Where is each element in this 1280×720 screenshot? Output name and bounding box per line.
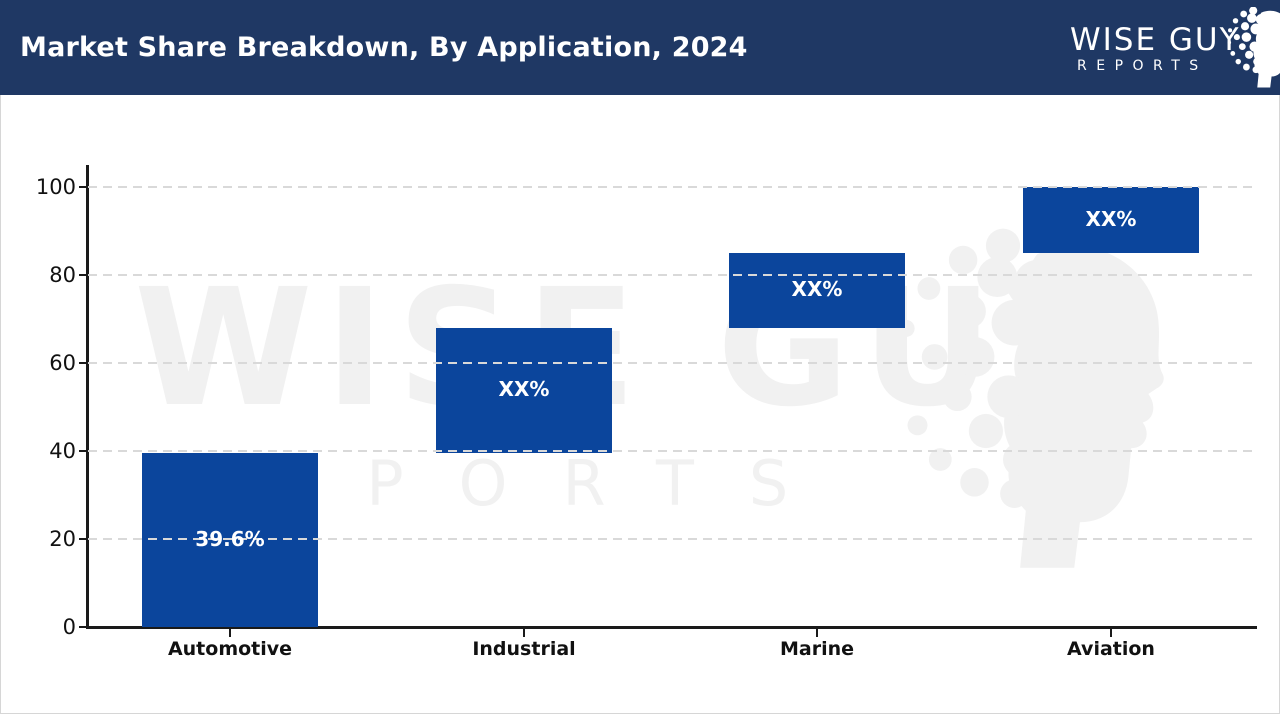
y-axis-tick xyxy=(79,186,88,188)
x-axis-category-label: Industrial xyxy=(472,638,576,660)
bar-marine xyxy=(729,253,905,328)
bar-value-label: 39.6% xyxy=(195,526,265,551)
brand-subtext: REPORTS xyxy=(1077,58,1208,74)
bar-value-label: XX% xyxy=(791,277,843,302)
y-axis-line xyxy=(86,165,89,629)
x-axis-category-label: Automotive xyxy=(167,638,293,660)
wiseguy-logo: WISE GUY REPORTS xyxy=(1030,0,1280,95)
x-axis-category-label: Aviation xyxy=(1067,638,1155,660)
brand-wordmark: WISE GUY xyxy=(1070,22,1241,58)
gridline-60 xyxy=(88,362,1257,364)
x-axis-tick xyxy=(1110,628,1112,637)
x-axis-category-label: Marine xyxy=(779,638,855,660)
bar-industrial xyxy=(436,327,612,453)
x-axis-tick xyxy=(523,628,525,637)
bar-aviation xyxy=(1023,187,1199,253)
y-axis-tick-label: 20 xyxy=(49,527,76,551)
y-axis-tick-label: 100 xyxy=(35,175,76,199)
y-axis-tick-label: 80 xyxy=(49,263,76,287)
gridline-40 xyxy=(88,450,1257,452)
gridline-100 xyxy=(88,186,1257,188)
bar-value-label: XX% xyxy=(1085,207,1137,231)
y-axis-tick xyxy=(79,362,88,364)
x-axis-tick xyxy=(229,628,231,637)
y-axis-tick xyxy=(79,538,88,540)
watermark-face-icon xyxy=(896,228,1164,568)
y-axis-tick xyxy=(79,274,88,276)
y-axis-tick-label: 0 xyxy=(62,615,76,639)
y-axis-tick-label: 60 xyxy=(49,351,76,375)
y-axis-tick-label: 40 xyxy=(49,439,76,463)
x-axis-tick xyxy=(816,628,818,637)
face-profile-logo-icon xyxy=(1227,7,1280,88)
y-axis-tick xyxy=(79,450,88,452)
y-axis-tick xyxy=(79,626,88,628)
x-axis-line xyxy=(86,626,1257,629)
gridline-80 xyxy=(88,274,1257,276)
header-bar: Market Share Breakdown, By Application, … xyxy=(0,0,1280,95)
chart-title: Market Share Breakdown, By Application, … xyxy=(20,32,748,63)
bar-value-label: XX% xyxy=(498,377,550,402)
gridline-20 xyxy=(88,538,1257,540)
